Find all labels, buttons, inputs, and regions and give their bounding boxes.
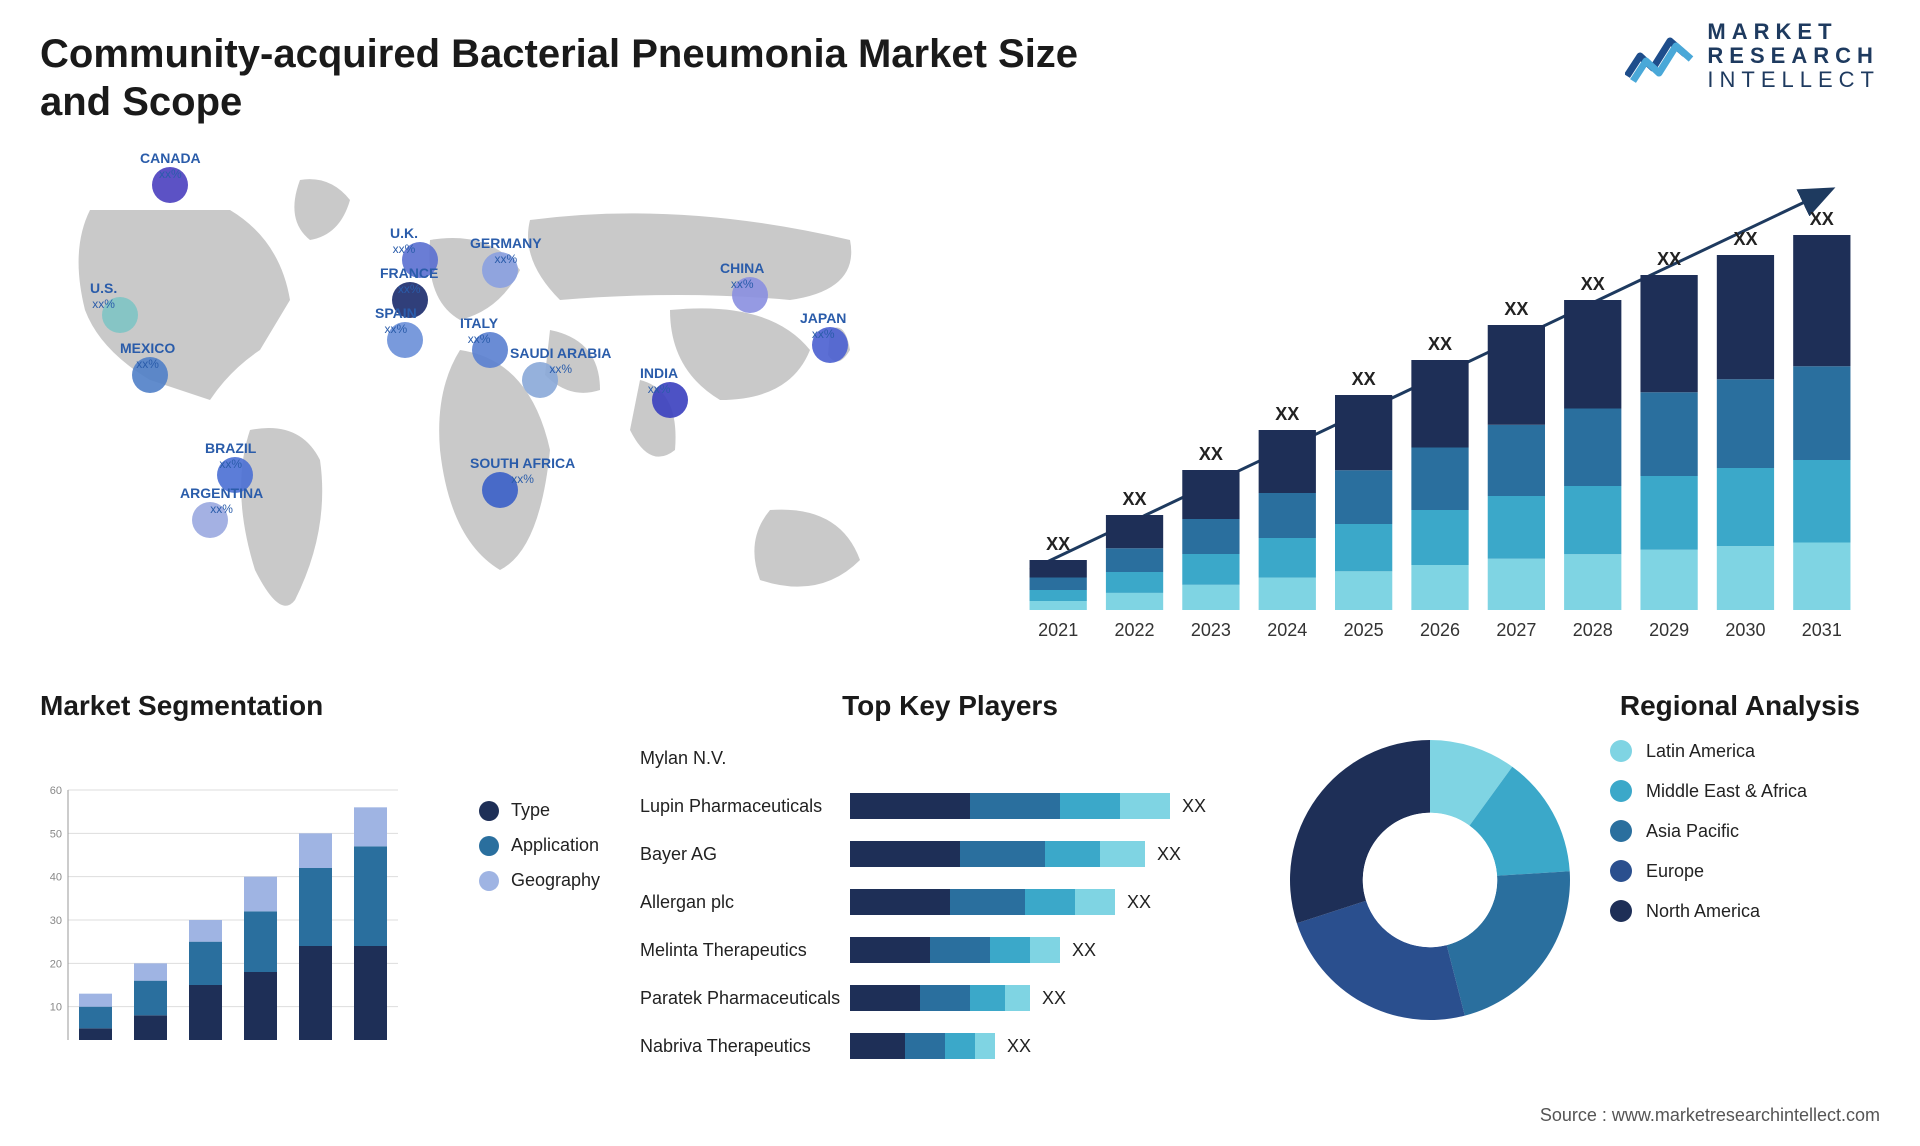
key-player-value: XX (1072, 940, 1096, 961)
key-player-bar (850, 889, 1115, 915)
key-player-bar (850, 841, 1145, 867)
svg-text:XX: XX (1504, 299, 1528, 319)
key-player-row: Bayer AG XX (640, 836, 1260, 872)
svg-text:2031: 2031 (1802, 620, 1842, 640)
page-title: Community-acquired Bacterial Pneumonia M… (40, 30, 1140, 126)
svg-text:2024: 2024 (1267, 620, 1307, 640)
map-label: JAPANxx% (800, 310, 846, 341)
world-map: CANADAxx% U.S.xx% MEXICOxx% BRAZILxx% ARGENT… (30, 150, 910, 650)
map-label: CHINAxx% (720, 260, 764, 291)
map-label: ARGENTINAxx% (180, 485, 263, 516)
map-label: FRANCExx% (380, 265, 438, 296)
map-label: ITALYxx% (460, 315, 498, 346)
map-label: GERMANYxx% (470, 235, 542, 266)
key-player-row: Paratek Pharmaceuticals XX (640, 980, 1260, 1016)
svg-text:XX: XX (1275, 404, 1299, 424)
key-player-name: Allergan plc (640, 892, 850, 913)
segmentation-legend-item: Geography (479, 870, 600, 891)
key-player-row: Nabriva Therapeutics XX (640, 1028, 1260, 1064)
svg-text:XX: XX (1657, 249, 1681, 269)
svg-text:40: 40 (50, 872, 62, 884)
map-label: SOUTH AFRICAxx% (470, 455, 575, 486)
key-player-row: Lupin Pharmaceuticals XX (640, 788, 1260, 824)
key-player-name: Mylan N.V. (640, 748, 850, 769)
growth-bar-chart: XX 2021 XX 2022 XX 2023 XX 2024 XX 2025 XX 2026 XX 20… (1000, 150, 1880, 650)
key-player-name: Nabriva Therapeutics (640, 1036, 850, 1057)
key-player-name: Paratek Pharmaceuticals (640, 988, 850, 1009)
map-label: SAUDI ARABIAxx% (510, 345, 611, 376)
svg-text:2027: 2027 (1496, 620, 1536, 640)
svg-text:XX: XX (1199, 444, 1223, 464)
svg-text:2022: 2022 (1115, 620, 1155, 640)
svg-text:2029: 2029 (1649, 620, 1689, 640)
key-players-section: Top Key Players Mylan N.V. Lupin Pharmace… (640, 690, 1260, 1070)
regional-legend: Latin America Middle East & Africa Asia Pa… (1610, 740, 1807, 940)
svg-text:20: 20 (50, 958, 62, 970)
svg-text:XX: XX (1352, 369, 1376, 389)
key-player-name: Lupin Pharmaceuticals (640, 796, 850, 817)
region-legend-item: Middle East & Africa (1610, 780, 1807, 802)
map-label: U.K.xx% (390, 225, 418, 256)
key-player-value: XX (1182, 796, 1206, 817)
segmentation-legend-item: Type (479, 800, 600, 821)
svg-text:50: 50 (50, 828, 62, 840)
map-label: SPAINxx% (375, 305, 417, 336)
svg-text:XX: XX (1046, 534, 1070, 554)
key-player-row: Mylan N.V. (640, 740, 1260, 776)
key-player-row: Melinta Therapeutics XX (640, 932, 1260, 968)
svg-text:XX: XX (1810, 209, 1834, 229)
key-player-value: XX (1042, 988, 1066, 1009)
map-label: INDIAxx% (640, 365, 678, 396)
svg-text:XX: XX (1123, 489, 1147, 509)
map-label: CANADAxx% (140, 150, 201, 181)
key-player-name: Bayer AG (640, 844, 850, 865)
svg-text:2023: 2023 (1191, 620, 1231, 640)
segmentation-legend-item: Application (479, 835, 600, 856)
key-player-bar (850, 937, 1060, 963)
svg-text:10: 10 (50, 1002, 62, 1014)
brand-logo: MARKET RESEARCH INTELLECT (1625, 20, 1880, 93)
regional-title: Regional Analysis (1620, 690, 1860, 722)
regional-section: Regional Analysis Latin America Middle Ea… (1280, 690, 1880, 1070)
map-label: MEXICOxx% (120, 340, 175, 371)
region-legend-item: Europe (1610, 860, 1807, 882)
segmentation-legend: Type Application Geography (479, 800, 600, 905)
region-legend-item: Asia Pacific (1610, 820, 1807, 842)
key-player-value: XX (1127, 892, 1151, 913)
key-players-title: Top Key Players (640, 690, 1260, 722)
map-label: BRAZILxx% (205, 440, 256, 471)
key-player-bar (850, 1033, 995, 1059)
svg-text:2028: 2028 (1573, 620, 1613, 640)
map-label: U.S.xx% (90, 280, 117, 311)
key-player-value: XX (1157, 844, 1181, 865)
svg-text:2021: 2021 (1038, 620, 1078, 640)
logo-mark-icon (1625, 26, 1695, 86)
logo-text: MARKET RESEARCH INTELLECT (1707, 20, 1880, 93)
region-legend-item: Latin America (1610, 740, 1807, 762)
segmentation-section: Market Segmentation 01020304050602021202… (40, 690, 600, 1070)
svg-text:XX: XX (1581, 274, 1605, 294)
svg-text:XX: XX (1733, 229, 1757, 249)
svg-text:30: 30 (50, 915, 62, 927)
key-player-bar (850, 793, 1170, 819)
svg-text:2026: 2026 (1420, 620, 1460, 640)
key-player-value: XX (1007, 1036, 1031, 1057)
svg-text:60: 60 (50, 785, 62, 797)
region-legend-item: North America (1610, 900, 1807, 922)
key-player-name: Melinta Therapeutics (640, 940, 850, 961)
svg-text:2030: 2030 (1725, 620, 1765, 640)
key-player-row: Allergan plc XX (640, 884, 1260, 920)
key-player-bar (850, 985, 1030, 1011)
svg-text:2025: 2025 (1344, 620, 1384, 640)
svg-text:XX: XX (1428, 334, 1452, 354)
source-text: Source : www.marketresearchintellect.com (1540, 1105, 1880, 1126)
segmentation-title: Market Segmentation (40, 690, 600, 722)
